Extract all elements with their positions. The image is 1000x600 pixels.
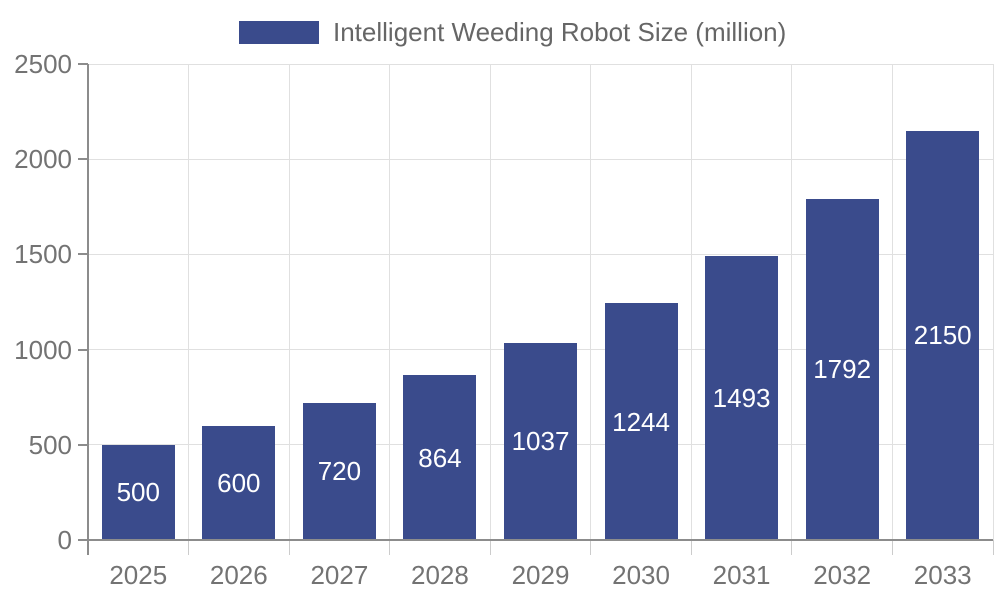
x-tick-mark [389, 540, 391, 555]
bar [805, 198, 879, 540]
legend-label: Intelligent Weeding Robot Size (million) [333, 17, 787, 47]
x-tick-label: 2027 [310, 560, 369, 590]
grid-line-v [891, 64, 893, 540]
x-tick-mark [188, 540, 190, 555]
x-tick-label: 2026 [209, 560, 268, 590]
bar [504, 342, 577, 540]
y-tick-mark [78, 158, 88, 161]
bar-value-label: 864 [418, 442, 462, 473]
x-tick-mark [489, 540, 491, 555]
bar-value-label: 2150 [913, 320, 972, 351]
bar-value-label: 720 [317, 456, 362, 487]
y-tick-label: 500 [28, 429, 72, 460]
bar [403, 375, 477, 540]
bar-value-label: 500 [116, 477, 160, 508]
x-tick-label: 2032 [813, 560, 872, 590]
grid-line-h [88, 253, 993, 255]
bar [302, 402, 376, 540]
x-tick-label: 2033 [913, 560, 972, 590]
legend: Intelligent Weeding Robot Size (million) [239, 17, 786, 48]
grid-line-v [791, 64, 793, 540]
legend-swatch [239, 21, 319, 44]
y-tick-label: 1000 [14, 334, 72, 365]
grid-line-v [489, 64, 491, 540]
y-tick-label: 0 [57, 525, 72, 555]
x-tick-mark [992, 540, 994, 555]
x-axis-line [78, 539, 993, 541]
bar [101, 444, 175, 540]
bar-value-label: 600 [217, 467, 261, 498]
y-tick-mark [78, 253, 88, 256]
bar-value-label: 1037 [511, 426, 570, 457]
grid-line-v [389, 64, 391, 540]
y-tick-label: 1500 [14, 239, 72, 270]
grid-line-v [690, 64, 692, 540]
bar [705, 255, 779, 540]
bar-value-label: 1792 [813, 354, 872, 385]
x-tick-mark [288, 540, 290, 555]
bar [604, 303, 678, 540]
x-tick-label: 2030 [612, 560, 670, 590]
grid-line-v [288, 64, 290, 540]
x-tick-label: 2028 [411, 560, 469, 590]
y-axis-line [87, 64, 89, 555]
x-tick-mark [891, 540, 893, 555]
x-tick-mark [791, 540, 793, 555]
grid-line-v [992, 64, 994, 540]
x-tick-label: 2025 [109, 560, 168, 590]
y-tick-label: 2000 [14, 144, 72, 175]
bar-value-label: 1493 [712, 382, 771, 413]
bar [202, 425, 276, 540]
x-tick-label: 2031 [712, 560, 771, 590]
grid-line-h [88, 63, 993, 65]
grid-line-v [590, 64, 592, 540]
grid-line-h [88, 158, 993, 160]
y-tick-mark [78, 443, 88, 446]
bar-value-label: 1244 [612, 406, 670, 437]
y-tick-mark [78, 63, 88, 65]
x-tick-label: 2029 [511, 560, 570, 590]
y-tick-label: 2500 [14, 49, 72, 79]
grid-line-v [188, 64, 190, 540]
x-tick-mark [690, 540, 692, 555]
y-tick-mark [78, 348, 88, 351]
x-tick-mark [590, 540, 592, 555]
bar [906, 130, 980, 540]
